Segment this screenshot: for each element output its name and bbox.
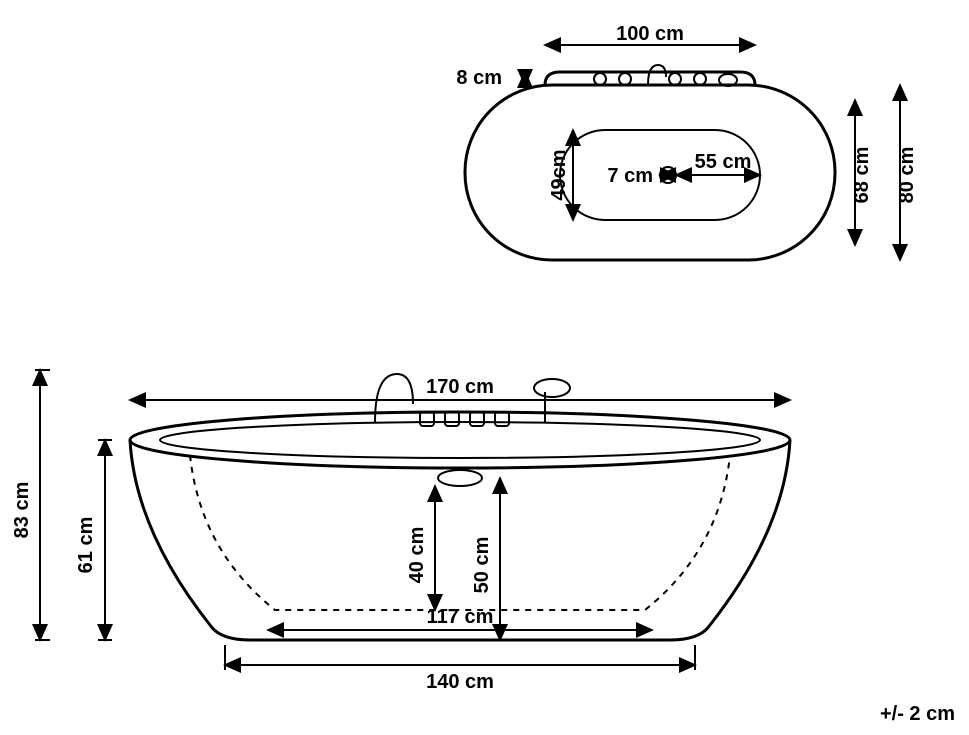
dim-drain-dia: 7 cm: [607, 165, 653, 187]
tolerance-note: +/- 2 cm: [880, 703, 955, 725]
dim-117: 117 cm: [427, 606, 494, 628]
dim-80: 80 cm: [896, 147, 918, 204]
dim-rim-width: 170 cm: [426, 376, 494, 398]
top-view: 100 cm 8 cm 49cm 7 cm 55 cm 68 cm 80 cm: [456, 23, 918, 260]
dim-outer-width-top: 100 cm: [616, 23, 684, 45]
dim-40: 40 cm: [406, 527, 428, 584]
front-view: 170 cm 83 cm 61 cm 40 cm 50 cm 117 cm 14…: [11, 370, 790, 693]
dim-50: 50 cm: [471, 537, 493, 594]
dim-68: 68 cm: [851, 147, 873, 204]
dim-ledge-depth: 8 cm: [456, 67, 502, 89]
dim-tub-height: 61 cm: [75, 517, 97, 574]
dim-drain-to-end: 55 cm: [695, 151, 752, 173]
dim-inner-depth-top: 49cm: [548, 149, 570, 200]
dim-140: 140 cm: [426, 671, 494, 693]
dim-total-height: 83 cm: [11, 482, 33, 539]
